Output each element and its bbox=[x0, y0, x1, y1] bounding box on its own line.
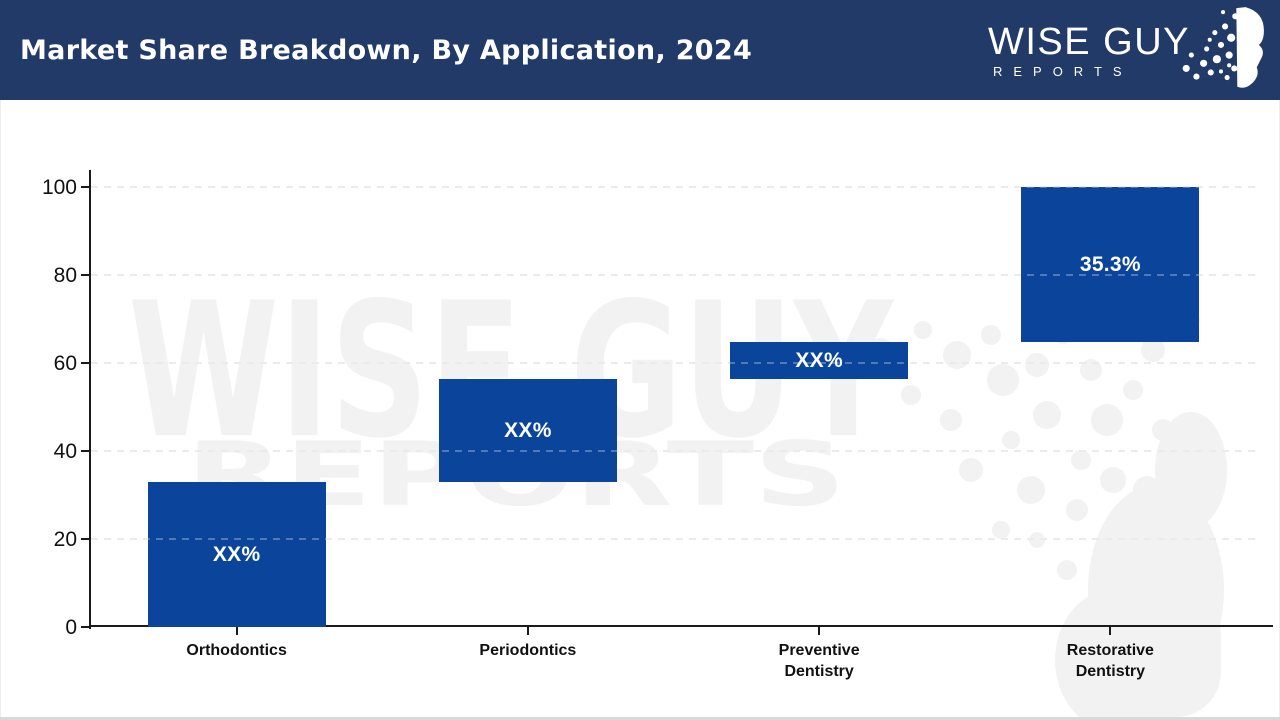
gridline bbox=[91, 274, 1256, 276]
y-tick-label: 100 bbox=[41, 176, 77, 199]
y-tick-label: 40 bbox=[53, 440, 77, 463]
chart-canvas: WISE GUY REPORTS 020406080100XX%Orthodon… bbox=[0, 100, 1280, 717]
wiseguy-logo: WISE GUY REPORTS bbox=[988, 4, 1268, 96]
logo-head-icon bbox=[1182, 7, 1264, 88]
gridline-overlay bbox=[91, 538, 1256, 540]
bar-restorative-dentistry: 35.3% bbox=[1021, 187, 1200, 343]
x-category-label: Restorative Dentistry bbox=[1066, 642, 1154, 680]
gridline-overlay bbox=[91, 450, 1256, 452]
y-tick-mark bbox=[81, 274, 89, 276]
gridline-overlay bbox=[91, 274, 1256, 276]
bar-periodontics: XX% bbox=[438, 379, 617, 483]
bar-value-label: XX% bbox=[212, 542, 261, 566]
bar-preventive-dentistry: XX% bbox=[730, 342, 909, 380]
watermark-head-icon bbox=[869, 277, 1227, 717]
x-tick-mark bbox=[818, 627, 821, 635]
y-tick-mark bbox=[81, 362, 89, 364]
bar-orthodontics: XX% bbox=[147, 482, 326, 627]
plot-area: 0 20 40 60 80 100 XX% Orthodontics XX% Periodonti… bbox=[42, 170, 1273, 680]
bar-value-label: XX% bbox=[504, 418, 552, 442]
x-category-label: Orthodontics bbox=[186, 642, 287, 659]
logo-text: WISE GUY REPORTS bbox=[988, 23, 1190, 78]
bottom-border bbox=[0, 717, 1280, 720]
logo-wordmark: WISE GUY bbox=[987, 20, 1190, 63]
y-tick-label: 80 bbox=[53, 264, 77, 287]
x-tick-mark bbox=[235, 627, 238, 635]
x-axis-line bbox=[89, 625, 1273, 627]
y-tick-mark bbox=[81, 626, 89, 628]
x-tick-mark bbox=[1109, 627, 1112, 635]
y-tick-mark bbox=[81, 450, 89, 452]
y-tick-label: 20 bbox=[53, 528, 77, 551]
header-bar: Market Share Breakdown, By Application, … bbox=[0, 0, 1280, 100]
x-category-label: Preventive Dentistry bbox=[778, 642, 860, 680]
gridline-overlay bbox=[91, 186, 1256, 188]
y-tick-mark bbox=[81, 538, 89, 540]
gridline bbox=[91, 362, 1256, 364]
bar-value-label: 35.3% bbox=[1079, 252, 1141, 276]
gridline bbox=[91, 450, 1256, 452]
y-tick-mark bbox=[81, 186, 89, 188]
logo-subtext: REPORTS bbox=[992, 63, 1133, 79]
y-tick-label: 60 bbox=[53, 352, 77, 375]
gridline bbox=[91, 186, 1256, 188]
bar-value-label: XX% bbox=[795, 348, 843, 372]
page-title: Market Share Breakdown, By Application, … bbox=[20, 34, 753, 66]
x-tick-mark bbox=[526, 627, 529, 635]
gridline-overlay bbox=[91, 362, 1256, 364]
y-tick-label: 0 bbox=[65, 616, 77, 639]
gridline bbox=[91, 538, 1256, 540]
x-category-label: Periodontics bbox=[479, 642, 577, 659]
y-axis-line bbox=[89, 170, 91, 629]
